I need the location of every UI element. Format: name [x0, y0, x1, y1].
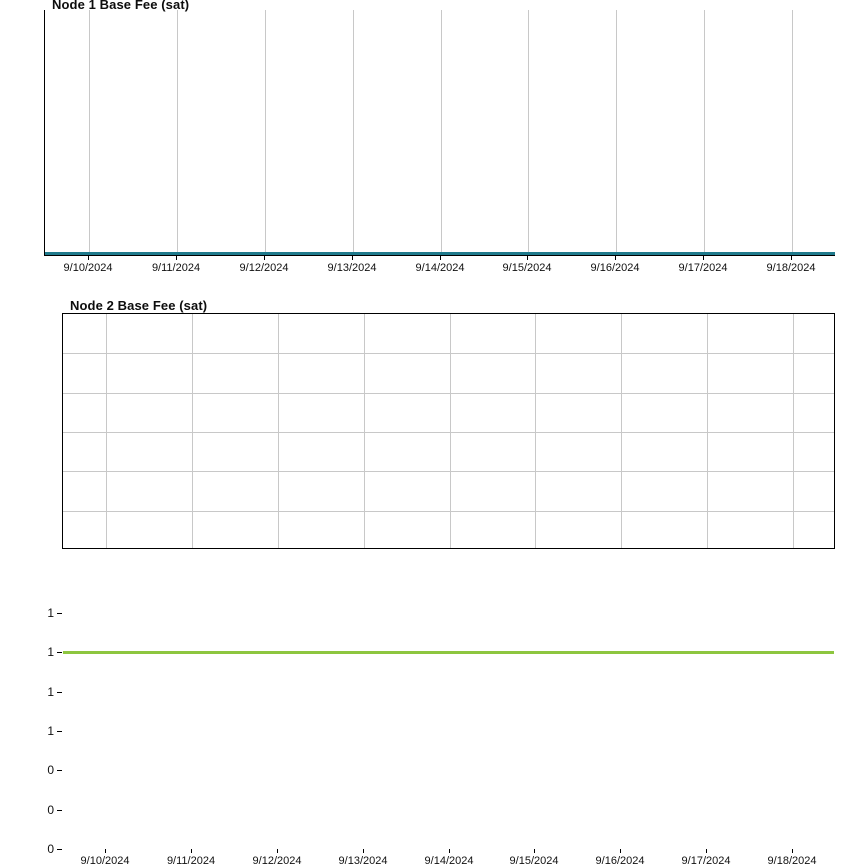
- x-tick-label: 9/12/2024: [239, 262, 289, 274]
- gridline-vertical: [265, 10, 266, 255]
- x-tick-mark: [706, 849, 707, 853]
- plot-area-node-2: [62, 313, 835, 549]
- x-tick-label: 9/11/2024: [166, 855, 216, 867]
- x-tick-label: 9/11/2024: [151, 262, 201, 274]
- x-tick-mark: [703, 256, 704, 260]
- x-tick-mark: [88, 256, 89, 260]
- x-tick-label: 9/18/2024: [766, 262, 816, 274]
- gridline-horizontal: [63, 353, 834, 354]
- x-tick-mark: [791, 256, 792, 260]
- x-tick-label: 9/13/2024: [338, 855, 388, 867]
- gridline-vertical: [616, 10, 617, 255]
- y-tick-label: 0: [47, 763, 54, 777]
- x-tick-mark: [277, 849, 278, 853]
- x-tick-mark: [449, 849, 450, 853]
- chart-panel-node-2: Node 2 Base Fee (sat) 1 1 1 1 0 0 0 9/10/2024 9…: [0, 298, 860, 867]
- x-tick-mark: [176, 256, 177, 260]
- y-tick-label: 0: [47, 803, 54, 817]
- x-tick-mark: [620, 849, 621, 853]
- y-tick-mark: [57, 652, 62, 653]
- gridline-horizontal: [63, 511, 834, 512]
- series-line-node-2: [63, 651, 834, 654]
- gridline-horizontal: [63, 432, 834, 433]
- plot-area-node-1: [44, 10, 835, 256]
- x-tick-label: 9/17/2024: [678, 262, 728, 274]
- y-tick-label: 1: [47, 606, 54, 620]
- gridline-vertical: [535, 314, 536, 548]
- y-tick-mark: [57, 810, 62, 811]
- x-tick-label: 9/16/2024: [595, 855, 645, 867]
- x-tick-label: 9/16/2024: [590, 262, 640, 274]
- gridline-vertical: [707, 314, 708, 548]
- x-tick-label: 9/14/2024: [415, 262, 465, 274]
- y-tick-label: 0: [47, 842, 54, 856]
- gridline-vertical: [792, 10, 793, 255]
- x-tick-mark: [105, 849, 106, 853]
- x-tick-mark: [440, 256, 441, 260]
- x-tick-label: 9/15/2024: [502, 262, 552, 274]
- x-tick-mark: [191, 849, 192, 853]
- y-tick-mark: [57, 613, 62, 614]
- y-tick-mark: [57, 692, 62, 693]
- gridline-vertical: [704, 10, 705, 255]
- x-tick-label: 9/18/2024: [767, 855, 817, 867]
- x-tick-label: 9/10/2024: [63, 262, 113, 274]
- gridline-horizontal: [63, 393, 834, 394]
- x-tick-mark: [352, 256, 353, 260]
- gridline-vertical: [364, 314, 365, 548]
- gridline-vertical: [621, 314, 622, 548]
- x-tick-mark: [527, 256, 528, 260]
- y-tick-mark: [57, 731, 62, 732]
- gridline-vertical: [278, 314, 279, 548]
- y-tick-mark: [57, 849, 62, 850]
- y-tick-label: 1: [47, 724, 54, 738]
- x-tick-label: 9/14/2024: [424, 855, 474, 867]
- gridline-vertical: [441, 10, 442, 255]
- x-tick-label: 9/15/2024: [509, 855, 559, 867]
- x-tick-mark: [792, 849, 793, 853]
- gridline-horizontal: [63, 471, 834, 472]
- x-tick-label: 9/12/2024: [252, 855, 302, 867]
- x-tick-label: 9/10/2024: [80, 855, 130, 867]
- chart-panel-node-1: Node 1 Base Fee (sat) 9/10/2024 9/11/2024…: [0, 0, 860, 285]
- x-tick-mark: [264, 256, 265, 260]
- gridline-vertical: [89, 10, 90, 255]
- gridline-vertical: [353, 10, 354, 255]
- series-line-node-1: [45, 252, 835, 255]
- gridline-vertical: [106, 314, 107, 548]
- gridline-vertical: [793, 314, 794, 548]
- gridline-vertical: [177, 10, 178, 255]
- chart-title-node-2: Node 2 Base Fee (sat): [70, 298, 208, 313]
- gridline-vertical: [528, 10, 529, 255]
- gridline-vertical: [192, 314, 193, 548]
- y-tick-mark: [57, 770, 62, 771]
- y-tick-label: 1: [47, 685, 54, 699]
- x-tick-mark: [534, 849, 535, 853]
- y-tick-label: 1: [47, 645, 54, 659]
- gridline-vertical: [450, 314, 451, 548]
- x-tick-mark: [615, 256, 616, 260]
- chart-title-node-1: Node 1 Base Fee (sat): [52, 0, 190, 12]
- x-tick-mark: [363, 849, 364, 853]
- x-tick-label: 9/17/2024: [681, 855, 731, 867]
- x-tick-label: 9/13/2024: [327, 262, 377, 274]
